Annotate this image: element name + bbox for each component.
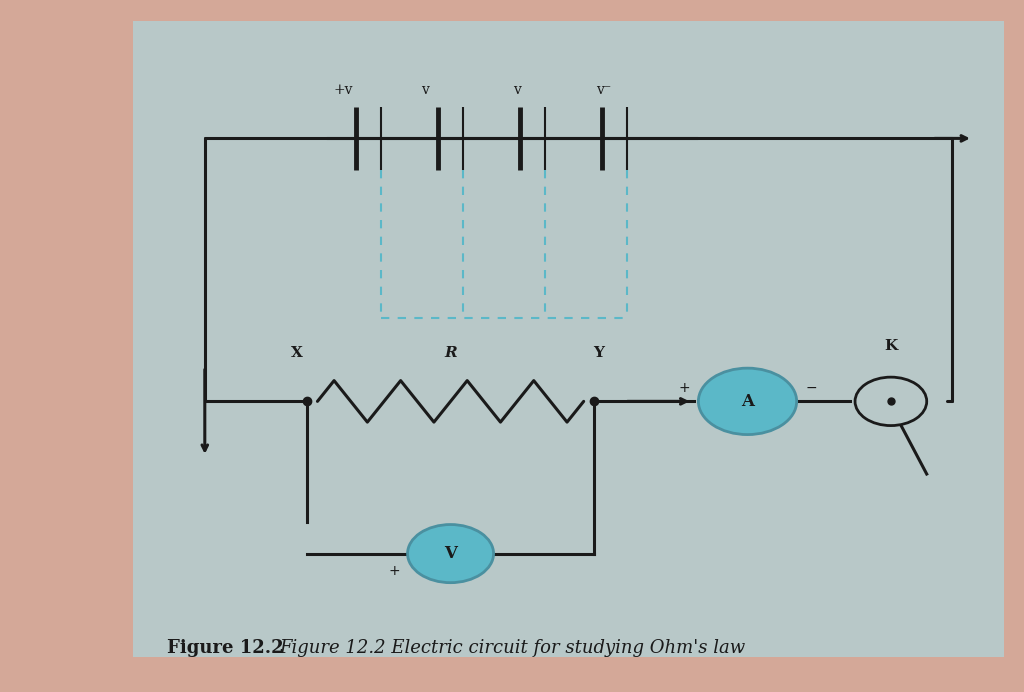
Text: −: − [805,381,817,394]
Text: v: v [421,83,429,97]
Text: +: + [388,564,400,578]
Text: +: + [678,381,690,394]
Text: V: V [444,545,457,562]
Circle shape [408,525,494,583]
Text: Y: Y [594,346,604,360]
Text: v⁻: v⁻ [597,83,611,97]
Text: X: X [291,346,303,360]
Text: R: R [444,346,457,360]
FancyBboxPatch shape [133,21,1004,657]
Text: +v: +v [333,83,353,97]
Text: Figure 12.2: Figure 12.2 [167,639,284,657]
Text: −: − [465,564,477,578]
Text: Figure 12.2 Electric circuit for studying Ohm's law: Figure 12.2 Electric circuit for studyin… [279,639,745,657]
Text: K: K [885,339,897,353]
Circle shape [698,368,797,435]
Text: A: A [741,393,754,410]
Text: v: v [513,83,521,97]
